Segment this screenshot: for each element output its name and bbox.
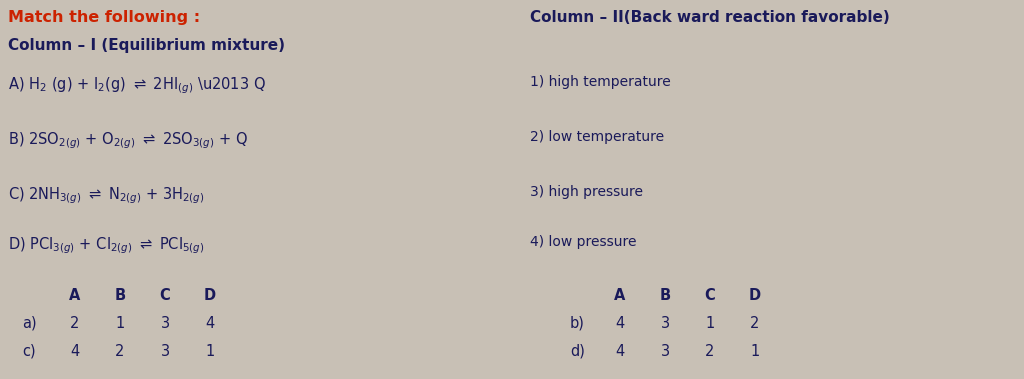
Text: D: D xyxy=(204,288,216,303)
Text: 4) low pressure: 4) low pressure xyxy=(530,235,637,249)
Text: 2: 2 xyxy=(706,344,715,359)
Text: A: A xyxy=(70,288,81,303)
Text: 3) high pressure: 3) high pressure xyxy=(530,185,643,199)
Text: 2: 2 xyxy=(71,316,80,331)
Text: 3: 3 xyxy=(660,316,670,331)
Text: 1: 1 xyxy=(116,316,125,331)
Text: d): d) xyxy=(570,344,585,359)
Text: 1: 1 xyxy=(206,344,215,359)
Text: C: C xyxy=(160,288,170,303)
Text: 4: 4 xyxy=(615,316,625,331)
Text: c): c) xyxy=(22,344,36,359)
Text: B: B xyxy=(659,288,671,303)
Text: 2) low temperature: 2) low temperature xyxy=(530,130,665,144)
Text: C) 2NH$_{3(g)}$ $\rightleftharpoons$ N$_{2(g)}$ + 3H$_{2(g)}$: C) 2NH$_{3(g)}$ $\rightleftharpoons$ N$_… xyxy=(8,185,205,205)
Text: B) 2SO$_{2(g)}$ + O$_{2(g)}$ $\rightleftharpoons$ 2SO$_{3(g)}$ + Q: B) 2SO$_{2(g)}$ + O$_{2(g)}$ $\rightleft… xyxy=(8,130,248,150)
Text: Column – II(Back ward reaction favorable): Column – II(Back ward reaction favorable… xyxy=(530,10,890,25)
Text: 4: 4 xyxy=(206,316,215,331)
Text: 3: 3 xyxy=(161,344,170,359)
Text: A) H$_2$ (g) + I$_2$(g) $\rightleftharpoons$ 2HI$_{(g)}$ \u2013 Q: A) H$_2$ (g) + I$_2$(g) $\rightleftharpo… xyxy=(8,75,266,96)
Text: 4: 4 xyxy=(615,344,625,359)
Text: 3: 3 xyxy=(161,316,170,331)
Text: 3: 3 xyxy=(660,344,670,359)
Text: D: D xyxy=(749,288,761,303)
Text: B: B xyxy=(115,288,126,303)
Text: 2: 2 xyxy=(116,344,125,359)
Text: 1: 1 xyxy=(706,316,715,331)
Text: a): a) xyxy=(22,316,37,331)
Text: 2: 2 xyxy=(751,316,760,331)
Text: D) PCl$_{3(g)}$ + Cl$_{2(g)}$ $\rightleftharpoons$ PCl$_{5(g)}$: D) PCl$_{3(g)}$ + Cl$_{2(g)}$ $\rightlef… xyxy=(8,235,205,255)
Text: 1: 1 xyxy=(751,344,760,359)
Text: Column – I (Equilibrium mixture): Column – I (Equilibrium mixture) xyxy=(8,38,285,53)
Text: 1) high temperature: 1) high temperature xyxy=(530,75,671,89)
Text: 4: 4 xyxy=(71,344,80,359)
Text: Match the following :: Match the following : xyxy=(8,10,200,25)
Text: b): b) xyxy=(570,316,585,331)
Text: A: A xyxy=(614,288,626,303)
Text: C: C xyxy=(705,288,716,303)
